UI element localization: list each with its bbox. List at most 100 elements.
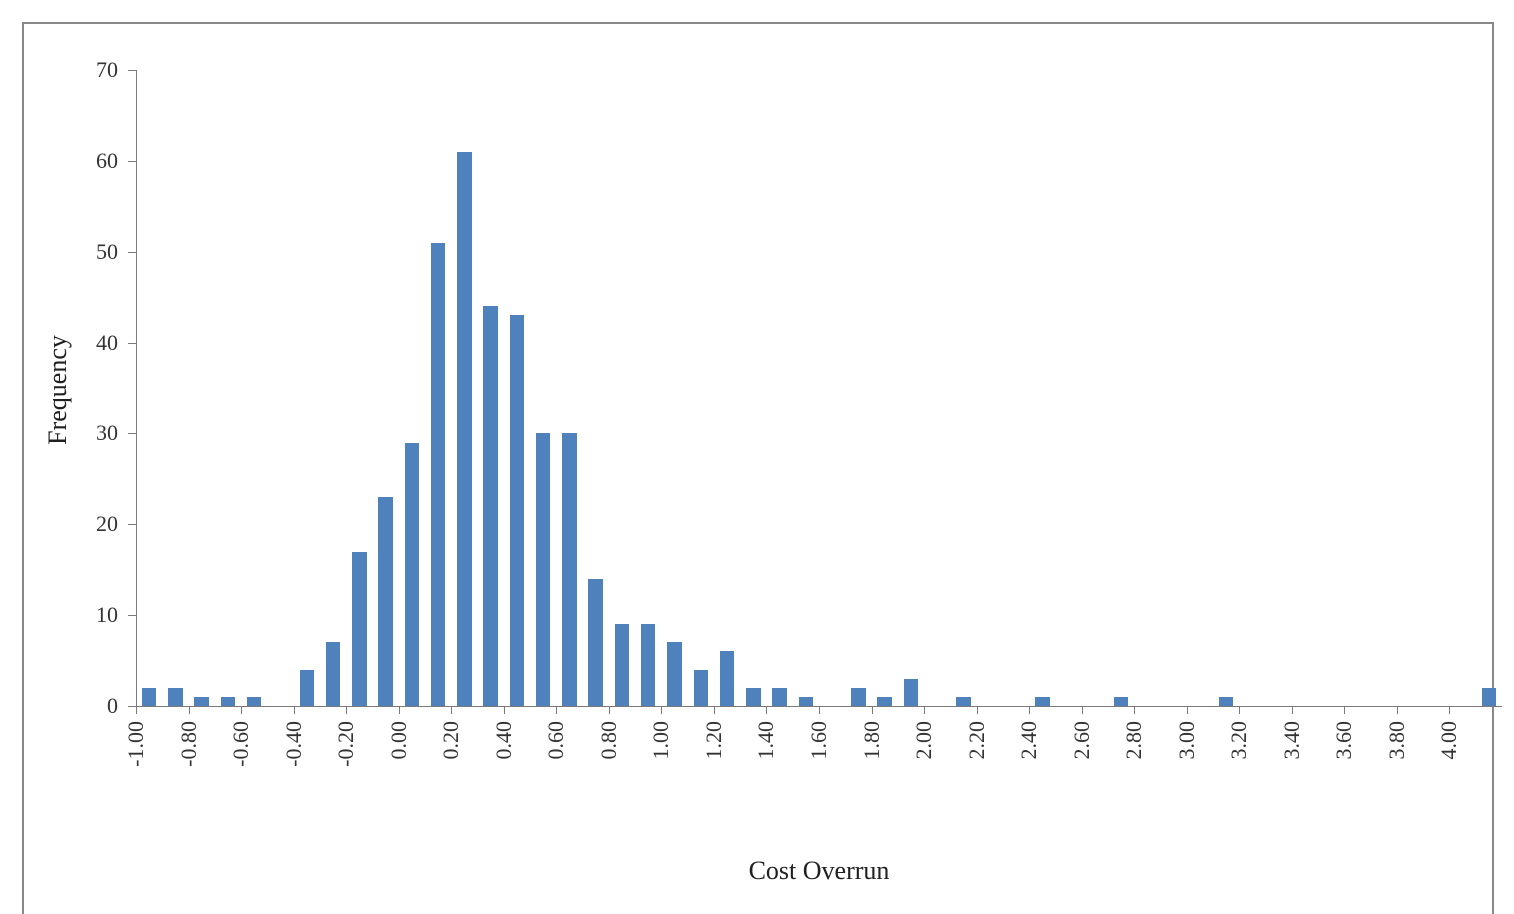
x-tick [1344, 706, 1345, 714]
x-tick [1082, 706, 1083, 714]
x-tick [136, 706, 137, 714]
x-tick [451, 706, 452, 714]
y-axis-title: Frequency [43, 290, 73, 490]
x-tick-label: 2.60 [1069, 721, 1095, 821]
histogram-bar [457, 152, 471, 706]
x-tick [1449, 706, 1450, 714]
histogram-bar [221, 697, 235, 706]
y-tick-label: 60 [96, 148, 118, 174]
histogram-bar [667, 642, 681, 706]
x-tick [819, 706, 820, 714]
histogram-bar [1482, 688, 1496, 706]
x-tick [504, 706, 505, 714]
x-tick-label: 0.80 [596, 721, 622, 821]
histogram-bar [1219, 697, 1233, 706]
x-tick-label: -0.40 [281, 721, 307, 821]
x-tick [189, 706, 190, 714]
x-tick-label: -1.00 [123, 721, 149, 821]
histogram-bar [378, 497, 392, 706]
x-tick-label: 3.60 [1331, 721, 1357, 821]
histogram-bar [588, 579, 602, 706]
y-tick-label: 0 [107, 693, 118, 719]
histogram-bar [168, 688, 182, 706]
x-tick [294, 706, 295, 714]
x-tick-label: 0.40 [491, 721, 517, 821]
x-tick-label: 2.00 [911, 721, 937, 821]
x-tick [346, 706, 347, 714]
histogram-bar [1114, 697, 1128, 706]
x-tick [1187, 706, 1188, 714]
x-tick-label: 2.80 [1121, 721, 1147, 821]
histogram-bar [1035, 697, 1049, 706]
histogram-bar [720, 651, 734, 706]
y-tick [128, 433, 136, 434]
histogram-bar [247, 697, 261, 706]
x-tick-label: 2.20 [964, 721, 990, 821]
histogram-bar [431, 243, 445, 706]
x-tick-label: 1.60 [806, 721, 832, 821]
x-tick-label: 1.20 [701, 721, 727, 821]
histogram-bar [483, 306, 497, 706]
y-tick-label: 10 [96, 602, 118, 628]
histogram-bar [405, 443, 419, 706]
histogram-bar [772, 688, 786, 706]
x-tick-label: -0.20 [333, 721, 359, 821]
x-tick [241, 706, 242, 714]
x-tick [661, 706, 662, 714]
histogram-bar [510, 315, 524, 706]
x-tick [872, 706, 873, 714]
x-tick [766, 706, 767, 714]
y-tick [128, 343, 136, 344]
x-tick [1397, 706, 1398, 714]
y-tick [128, 161, 136, 162]
histogram-bar [799, 697, 813, 706]
histogram-bar [352, 552, 366, 706]
x-tick-label: 2.40 [1016, 721, 1042, 821]
x-tick [1239, 706, 1240, 714]
histogram-bar [142, 688, 156, 706]
x-tick-label: 0.60 [543, 721, 569, 821]
y-tick [128, 706, 136, 707]
x-tick-label: 3.80 [1384, 721, 1410, 821]
y-tick-label: 70 [96, 57, 118, 83]
y-tick-label: 20 [96, 511, 118, 537]
y-tick [128, 252, 136, 253]
x-tick-label: 3.40 [1279, 721, 1305, 821]
histogram-bar [851, 688, 865, 706]
x-tick [399, 706, 400, 714]
x-tick-label: 1.40 [753, 721, 779, 821]
x-tick [977, 706, 978, 714]
y-axis-line [136, 70, 137, 706]
x-tick [609, 706, 610, 714]
histogram-bar [746, 688, 760, 706]
x-tick-label: 4.00 [1436, 721, 1462, 821]
histogram-bar [641, 624, 655, 706]
x-tick-label: -0.60 [228, 721, 254, 821]
x-tick-label: 0.20 [438, 721, 464, 821]
histogram-bar [956, 697, 970, 706]
y-tick-label: 40 [96, 330, 118, 356]
histogram-bar [694, 670, 708, 706]
y-tick-label: 50 [96, 239, 118, 265]
histogram-bar [300, 670, 314, 706]
x-tick [714, 706, 715, 714]
x-tick [556, 706, 557, 714]
x-tick-label: 1.80 [859, 721, 885, 821]
x-tick [924, 706, 925, 714]
x-axis-title: Cost Overrun [669, 856, 969, 886]
y-tick [128, 524, 136, 525]
plot-area [136, 70, 1502, 706]
histogram-bar [877, 697, 891, 706]
histogram-bar [326, 642, 340, 706]
x-tick-label: 3.20 [1226, 721, 1252, 821]
histogram-bar [562, 433, 576, 706]
x-tick-label: 1.00 [648, 721, 674, 821]
x-tick [1134, 706, 1135, 714]
histogram-bar [615, 624, 629, 706]
histogram-bar [904, 679, 918, 706]
x-tick [1029, 706, 1030, 714]
x-tick-label: 0.00 [386, 721, 412, 821]
x-tick-label: 3.00 [1174, 721, 1200, 821]
y-tick-label: 30 [96, 420, 118, 446]
histogram-bar [536, 433, 550, 706]
